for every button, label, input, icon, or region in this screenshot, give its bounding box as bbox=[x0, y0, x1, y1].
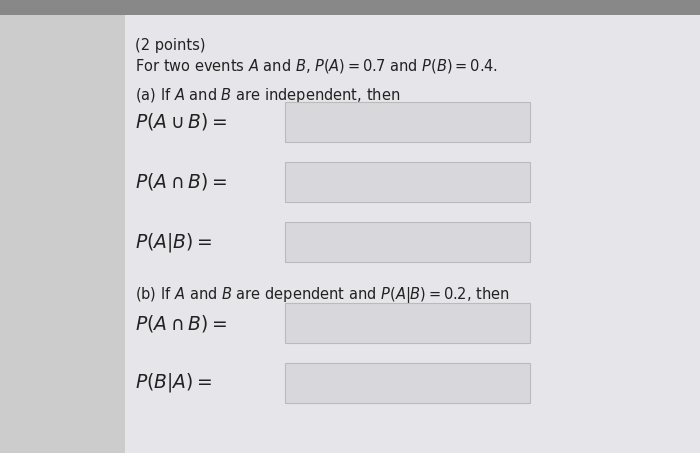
Bar bbox=[0, 0, 700, 15]
Text: For two events $A$ and $B$, $P(A) = 0.7$ and $P(B) = 0.4$.: For two events $A$ and $B$, $P(A) = 0.7$… bbox=[135, 57, 498, 75]
FancyBboxPatch shape bbox=[285, 162, 530, 202]
Text: $P(A \cap B) =$: $P(A \cap B) =$ bbox=[135, 172, 227, 193]
Bar bbox=[125, 15, 700, 453]
Text: (2 points): (2 points) bbox=[135, 38, 206, 53]
Text: $P(B|A) =$: $P(B|A) =$ bbox=[135, 371, 212, 395]
Bar bbox=[0, 15, 125, 453]
FancyBboxPatch shape bbox=[285, 363, 530, 403]
FancyBboxPatch shape bbox=[285, 102, 530, 142]
Text: (b) If $A$ and $B$ are dependent and $P(A|B) = 0.2$, then: (b) If $A$ and $B$ are dependent and $P(… bbox=[135, 285, 510, 305]
Text: $P(A \cap B) =$: $P(A \cap B) =$ bbox=[135, 313, 227, 333]
Text: $P(A \cup B) =$: $P(A \cup B) =$ bbox=[135, 111, 227, 132]
FancyBboxPatch shape bbox=[285, 303, 530, 343]
Text: $P(A|B) =$: $P(A|B) =$ bbox=[135, 231, 212, 254]
Text: (a) If $A$ and $B$ are independent, then: (a) If $A$ and $B$ are independent, then bbox=[135, 86, 400, 105]
FancyBboxPatch shape bbox=[285, 222, 530, 262]
